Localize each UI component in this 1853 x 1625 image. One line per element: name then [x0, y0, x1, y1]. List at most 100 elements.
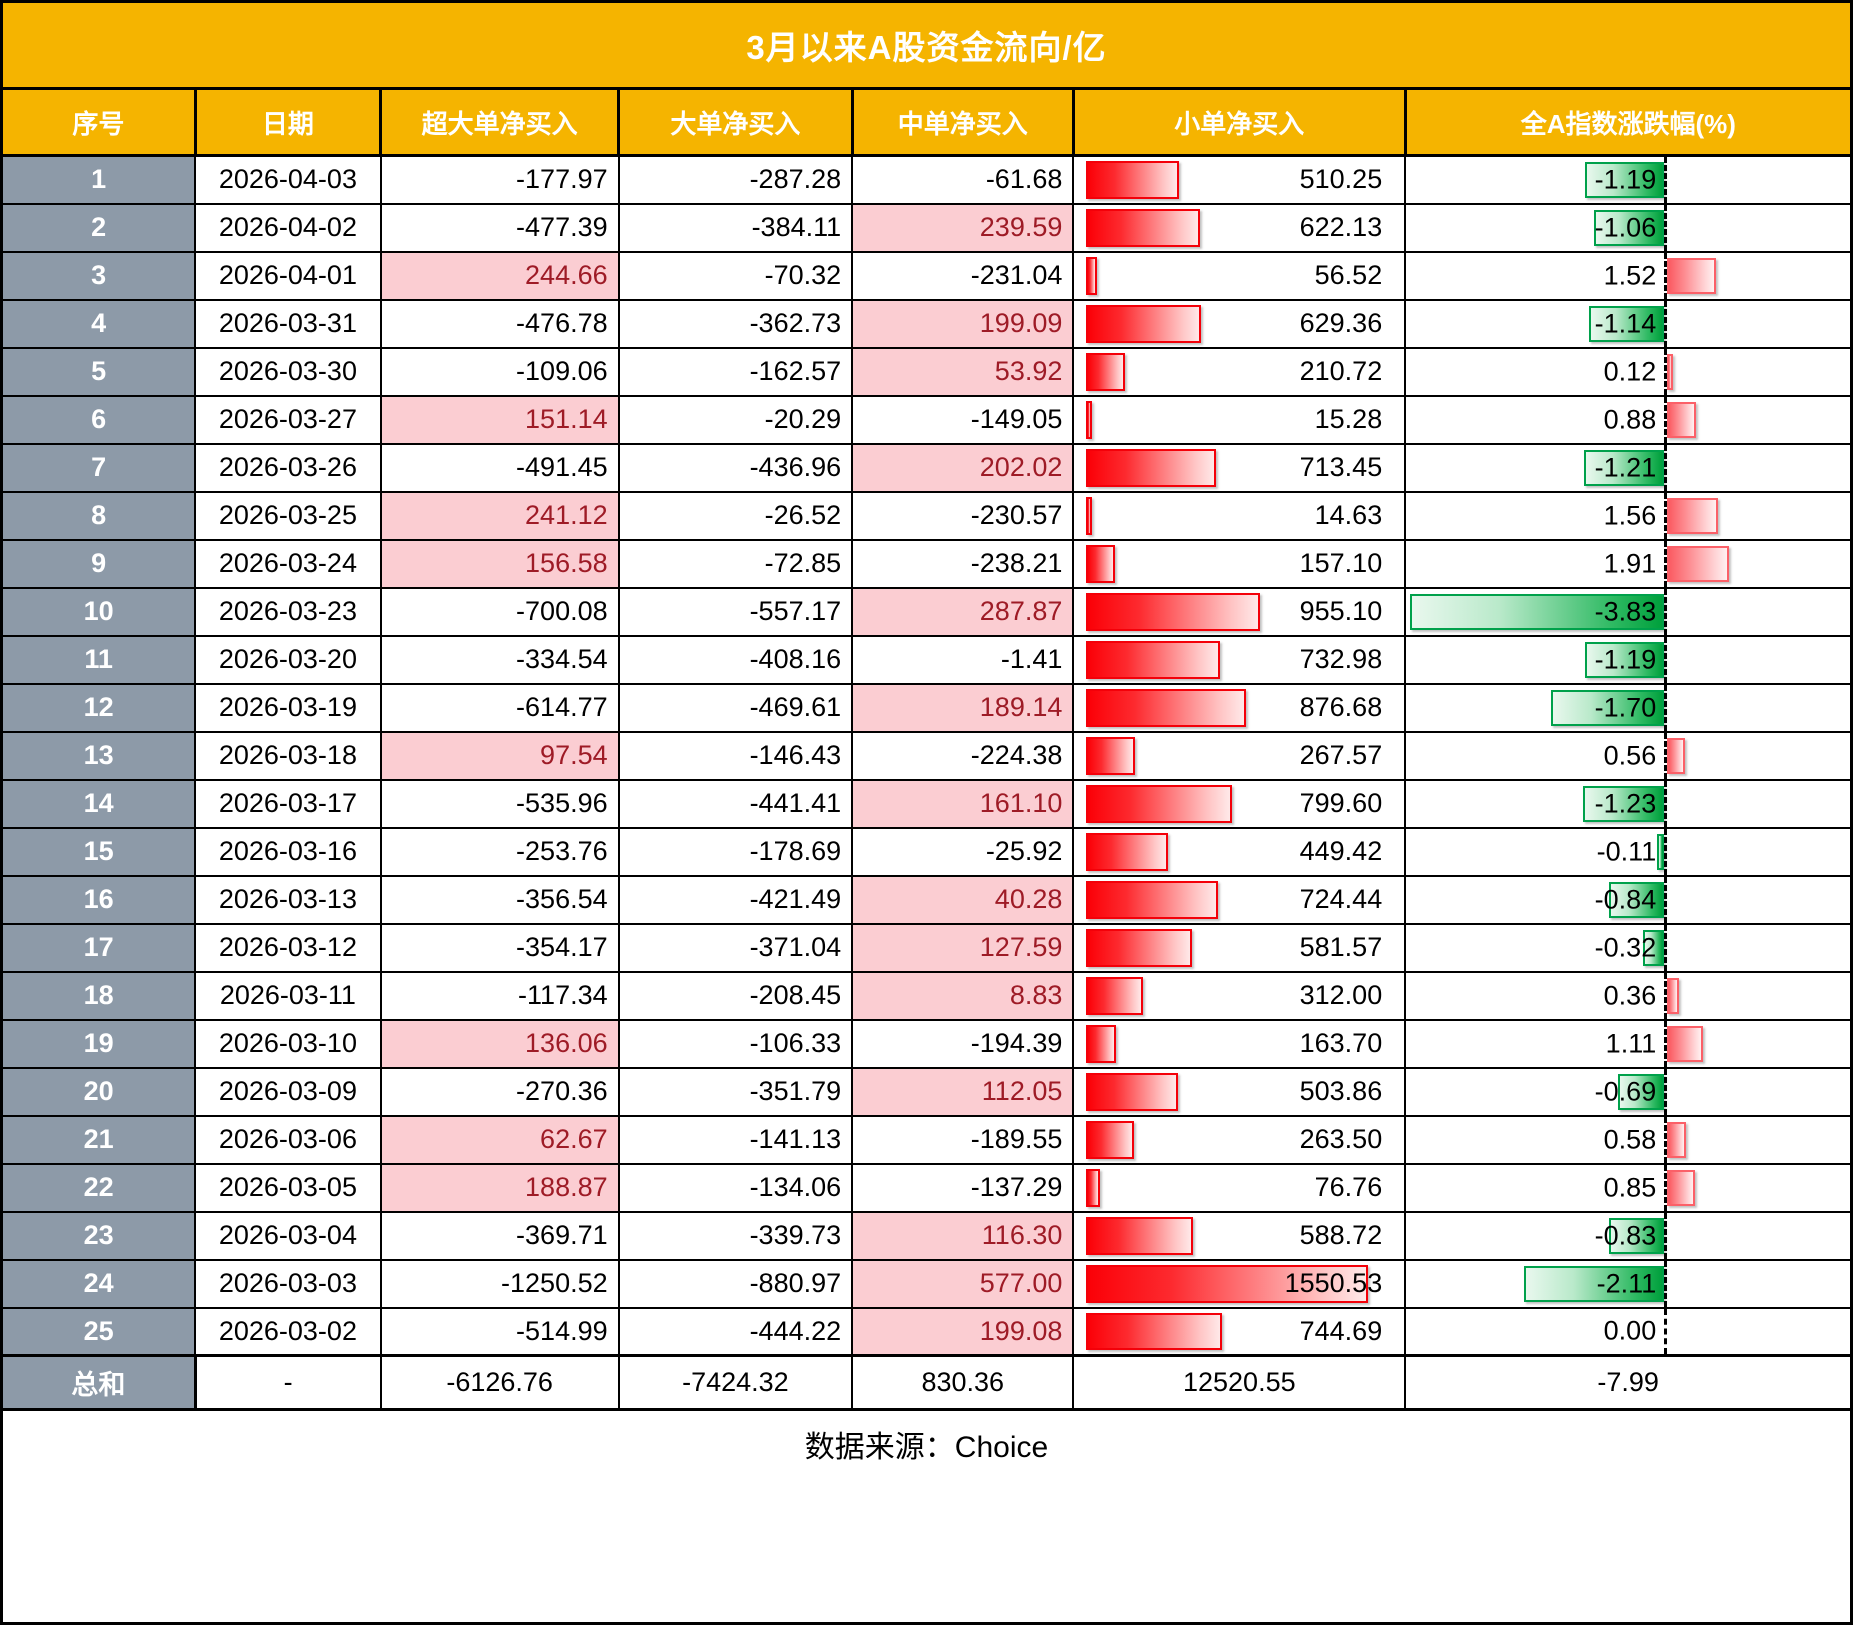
total-row: 总和 - -6126.76 -7424.32 830.36 12520.55 -7.99	[3, 1354, 1850, 1411]
large-net-buy-cell: -287.28	[618, 155, 854, 205]
zero-axis-line	[1664, 876, 1668, 923]
index-change-negative-bar	[1593, 209, 1665, 246]
small-net-buy-databar	[1086, 928, 1193, 967]
small-net-buy-databar	[1086, 448, 1217, 487]
index-change-value: -1.19	[1594, 164, 1657, 195]
row-index-cell: 21	[3, 1115, 197, 1165]
table-row: 20 2026-03-09 -270.36 -351.79 112.05 503.86 -0…	[3, 1067, 1850, 1117]
medium-net-buy-cell: -1.41	[852, 635, 1075, 685]
index-change-cell: -1.06	[1405, 203, 1850, 253]
index-change-negative-bar	[1585, 162, 1665, 198]
small-net-buy-value: 210.72	[1299, 356, 1383, 386]
zero-axis-line	[1664, 780, 1668, 827]
index-change-cell: -1.19	[1405, 635, 1850, 685]
index-change-negative-bar	[1609, 1217, 1665, 1254]
index-change-negative-bar	[1524, 1265, 1665, 1302]
table-row: 21 2026-03-06 62.67 -141.13 -189.55 263.50 0.5…	[3, 1115, 1850, 1165]
row-index-cell: 18	[3, 971, 197, 1021]
index-change-cell: 1.56	[1405, 491, 1850, 541]
zero-axis-line	[1664, 1116, 1668, 1163]
table-row: 11 2026-03-20 -334.54 -408.16 -1.41 732.98 -1.…	[3, 635, 1850, 685]
extra-large-net-buy-cell: -354.17	[380, 923, 620, 973]
small-net-buy-databar	[1086, 688, 1246, 727]
date-cell: 2026-03-30	[195, 347, 382, 397]
large-net-buy-cell: -134.06	[618, 1163, 854, 1213]
small-net-buy-cell: 732.98	[1073, 635, 1407, 685]
small-net-buy-databar	[1086, 496, 1093, 535]
index-change-cell: 1.11	[1405, 1019, 1850, 1069]
index-change-value: -1.06	[1594, 212, 1657, 242]
index-change-negative-bar	[1410, 593, 1665, 630]
date-cell: 2026-03-05	[195, 1163, 382, 1213]
small-net-buy-cell: 76.76	[1073, 1163, 1407, 1213]
small-net-buy-databar	[1086, 1072, 1178, 1111]
large-net-buy-cell: -371.04	[618, 923, 854, 973]
large-net-buy-cell: -384.11	[618, 203, 854, 253]
extra-large-net-buy-cell: -1250.52	[380, 1259, 620, 1309]
medium-net-buy-cell: 53.92	[852, 347, 1075, 397]
small-net-buy-cell: 267.57	[1073, 731, 1407, 781]
table-row: 3 2026-04-01 244.66 -70.32 -231.04 56.52 1.52	[3, 251, 1850, 301]
index-change-value: 1.56	[1603, 500, 1657, 530]
total-large-cell: -7424.32	[618, 1354, 854, 1411]
large-net-buy-cell: -106.33	[618, 1019, 854, 1069]
index-change-cell: 0.56	[1405, 731, 1850, 781]
page-title: 3月以来A股资金流向/亿	[3, 3, 1850, 90]
zero-axis-line	[1664, 828, 1668, 875]
large-net-buy-cell: -26.52	[618, 491, 854, 541]
index-change-positive-bar	[1667, 497, 1718, 534]
zero-axis-line	[1664, 1308, 1668, 1354]
small-net-buy-cell: 449.42	[1073, 827, 1407, 877]
row-index-cell: 5	[3, 347, 197, 397]
index-change-cell: 1.52	[1405, 251, 1850, 301]
table-row: 18 2026-03-11 -117.34 -208.45 8.83 312.00 0.36	[3, 971, 1850, 1021]
index-change-cell: 0.00	[1405, 1307, 1850, 1357]
row-index-cell: 3	[3, 251, 197, 301]
zero-axis-line	[1664, 396, 1668, 443]
source-row: 数据来源：Choice	[3, 1410, 1850, 1478]
extra-large-net-buy-cell: -117.34	[380, 971, 620, 1021]
extra-large-net-buy-cell: -270.36	[380, 1067, 620, 1117]
large-net-buy-cell: -20.29	[618, 395, 854, 445]
row-index-cell: 13	[3, 731, 197, 781]
row-index-cell: 10	[3, 587, 197, 637]
medium-net-buy-cell: -230.57	[852, 491, 1075, 541]
extra-large-net-buy-cell: 97.54	[380, 731, 620, 781]
small-net-buy-cell: 312.00	[1073, 971, 1407, 1021]
small-net-buy-cell: 876.68	[1073, 683, 1407, 733]
large-net-buy-cell: -436.96	[618, 443, 854, 493]
index-change-positive-bar	[1667, 977, 1679, 1014]
index-change-cell: -2.11	[1405, 1259, 1850, 1309]
index-change-cell: -1.21	[1405, 443, 1850, 493]
small-net-buy-databar	[1086, 256, 1097, 295]
small-net-buy-cell: 581.57	[1073, 923, 1407, 973]
small-net-buy-value: 732.98	[1299, 644, 1383, 674]
date-cell: 2026-03-09	[195, 1067, 382, 1117]
large-net-buy-cell: -444.22	[618, 1307, 854, 1357]
zero-axis-line	[1664, 348, 1668, 395]
extra-large-net-buy-cell: -491.45	[380, 443, 620, 493]
date-cell: 2026-03-04	[195, 1211, 382, 1261]
index-change-value: -3.83	[1594, 596, 1657, 626]
row-index-cell: 2	[3, 203, 197, 253]
table-row: 13 2026-03-18 97.54 -146.43 -224.38 267.57 0.5…	[3, 731, 1850, 781]
small-net-buy-cell: 14.63	[1073, 491, 1407, 541]
extra-large-net-buy-cell: 136.06	[380, 1019, 620, 1069]
index-change-cell: -0.83	[1405, 1211, 1850, 1261]
extra-large-net-buy-cell: -177.97	[380, 155, 620, 205]
extra-large-net-buy-cell: -477.39	[380, 203, 620, 253]
index-change-cell: -1.70	[1405, 683, 1850, 733]
index-change-negative-bar	[1551, 689, 1665, 726]
small-net-buy-value: 588.72	[1299, 1220, 1383, 1250]
zero-axis-line	[1664, 684, 1668, 731]
index-change-negative-bar	[1608, 881, 1665, 918]
extra-large-net-buy-cell: -700.08	[380, 587, 620, 637]
large-net-buy-cell: -421.49	[618, 875, 854, 925]
row-index-cell: 23	[3, 1211, 197, 1261]
index-change-positive-bar	[1667, 1121, 1686, 1158]
row-index-cell: 9	[3, 539, 197, 589]
row-index-cell: 7	[3, 443, 197, 493]
date-cell: 2026-03-23	[195, 587, 382, 637]
small-net-buy-value: 263.50	[1299, 1124, 1383, 1154]
index-change-value: 1.91	[1603, 548, 1657, 578]
